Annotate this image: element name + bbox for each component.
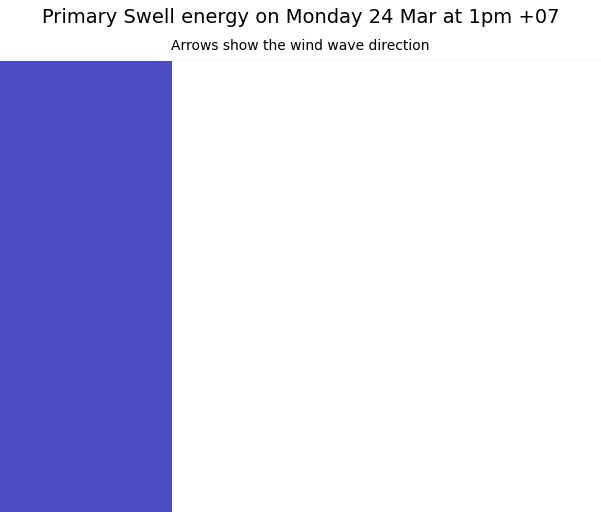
Text: Primary Swell energy on Monday 24 Mar at 1pm +07: Primary Swell energy on Monday 24 Mar at… xyxy=(41,8,560,27)
Bar xyxy=(0,61,172,512)
Text: Arrows show the wind wave direction: Arrows show the wind wave direction xyxy=(171,39,430,53)
